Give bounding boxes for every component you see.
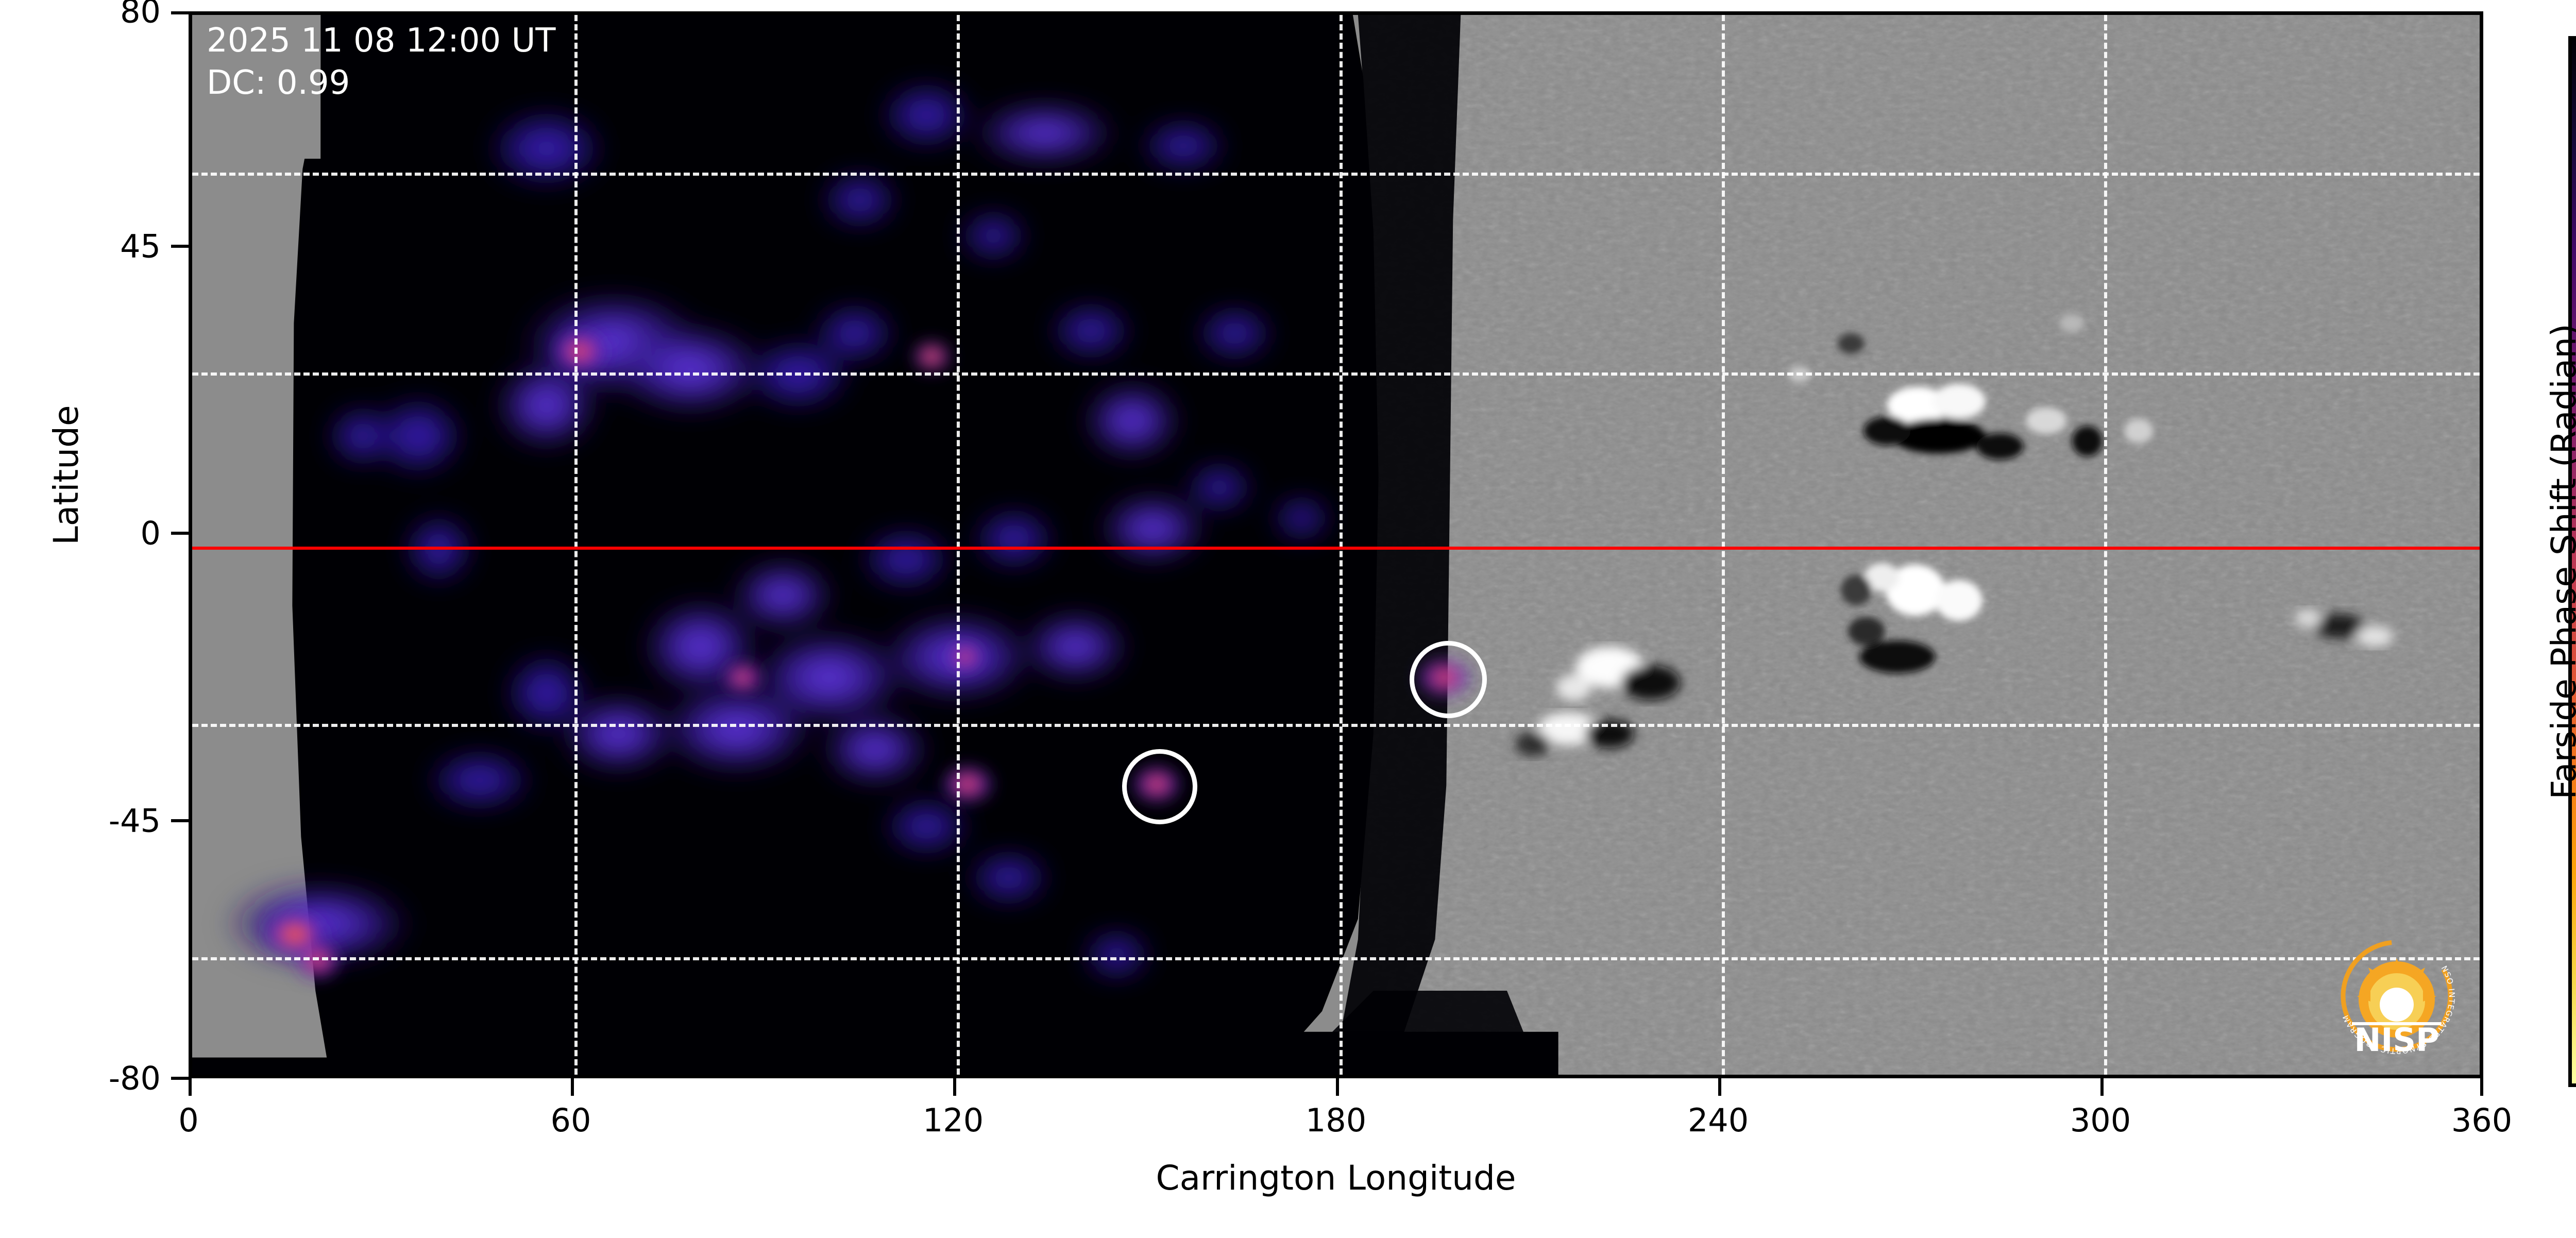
y-axis-label: Latitude (46, 405, 86, 545)
yticklabel-n80: -80 (108, 1059, 161, 1097)
yticklabel-0: 0 (140, 514, 161, 552)
map-canvas: 2025 11 08 12:00 UT DC: 0.99 (192, 15, 2480, 1075)
active-region-ar1 (1863, 383, 2153, 460)
nisp-sun-icon (2357, 958, 2436, 1038)
magnetogram-noise (1368, 15, 2480, 1075)
active-region-ar5 (2295, 609, 2394, 647)
ytick-45 (171, 245, 189, 248)
xticklabel-0: 0 (178, 1101, 199, 1139)
farside-phase-layer (192, 15, 1558, 1075)
nisp-logo-svg: NISP NSO INTEGRATED SYNOPTIC PROGRAM (2341, 940, 2455, 1059)
nisp-logo: NISP NSO INTEGRATED SYNOPTIC PROGRAM (2332, 931, 2461, 1060)
gridline-lat-n25 (192, 724, 2480, 727)
xtick-120 (953, 1078, 956, 1096)
yticklabel-45: 45 (120, 227, 161, 265)
gridline-lon-60 (574, 15, 578, 1075)
active-region-ar2 (1840, 563, 1983, 673)
yticklabel-n45: -45 (108, 802, 161, 840)
xticklabel-240: 240 (1687, 1101, 1749, 1139)
gridline-lon-240 (1722, 15, 1725, 1075)
xtick-240 (1718, 1078, 1721, 1096)
active-region-ar3 (1556, 647, 1681, 701)
gridline-lat-n60 (192, 957, 2480, 960)
xtick-300 (2100, 1078, 2104, 1096)
carrington-map-plot: 2025 11 08 12:00 UT DC: 0.99 (189, 11, 2483, 1078)
xtick-180 (1336, 1078, 1339, 1096)
region-marker-1[interactable] (1122, 749, 1197, 824)
duty-cycle-label: DC: 0.99 (207, 64, 350, 102)
gridline-lon-120 (957, 15, 960, 1075)
gridline-lat-55 (192, 173, 2480, 176)
equator-line (192, 547, 2480, 550)
xticklabel-60: 60 (550, 1101, 591, 1139)
nisp-acronym: NISP (2354, 1021, 2439, 1059)
ytick-n80 (171, 1077, 189, 1080)
active-region-group (1515, 314, 2394, 757)
active-region-ar6 (1788, 314, 2084, 383)
timestamp-label: 2025 11 08 12:00 UT (207, 22, 556, 60)
farside-colorbar-label: Farside Phase Shift (Radian) (2544, 324, 2576, 800)
farside-colorbar (2568, 36, 2576, 1087)
gridline-lat-25 (192, 372, 2480, 376)
yticklabel-80: 80 (120, 0, 161, 30)
xtick-0 (189, 1078, 192, 1096)
xticklabel-180: 180 (1305, 1101, 1367, 1139)
x-axis-label: Carrington Longitude (1156, 1158, 1516, 1198)
ytick-0 (171, 532, 189, 535)
xticklabel-300: 300 (2070, 1101, 2131, 1139)
ytick-n45 (171, 819, 189, 822)
xtick-360 (2480, 1078, 2483, 1096)
gridline-lon-300 (2104, 15, 2107, 1075)
gridline-lon-180 (1340, 15, 1343, 1075)
ytick-80 (171, 11, 189, 14)
farside-feature-group (223, 81, 1475, 982)
xticklabel-360: 360 (2451, 1101, 2513, 1139)
xticklabel-120: 120 (922, 1101, 984, 1139)
region-marker-2[interactable] (1410, 641, 1487, 718)
xtick-60 (571, 1078, 574, 1096)
